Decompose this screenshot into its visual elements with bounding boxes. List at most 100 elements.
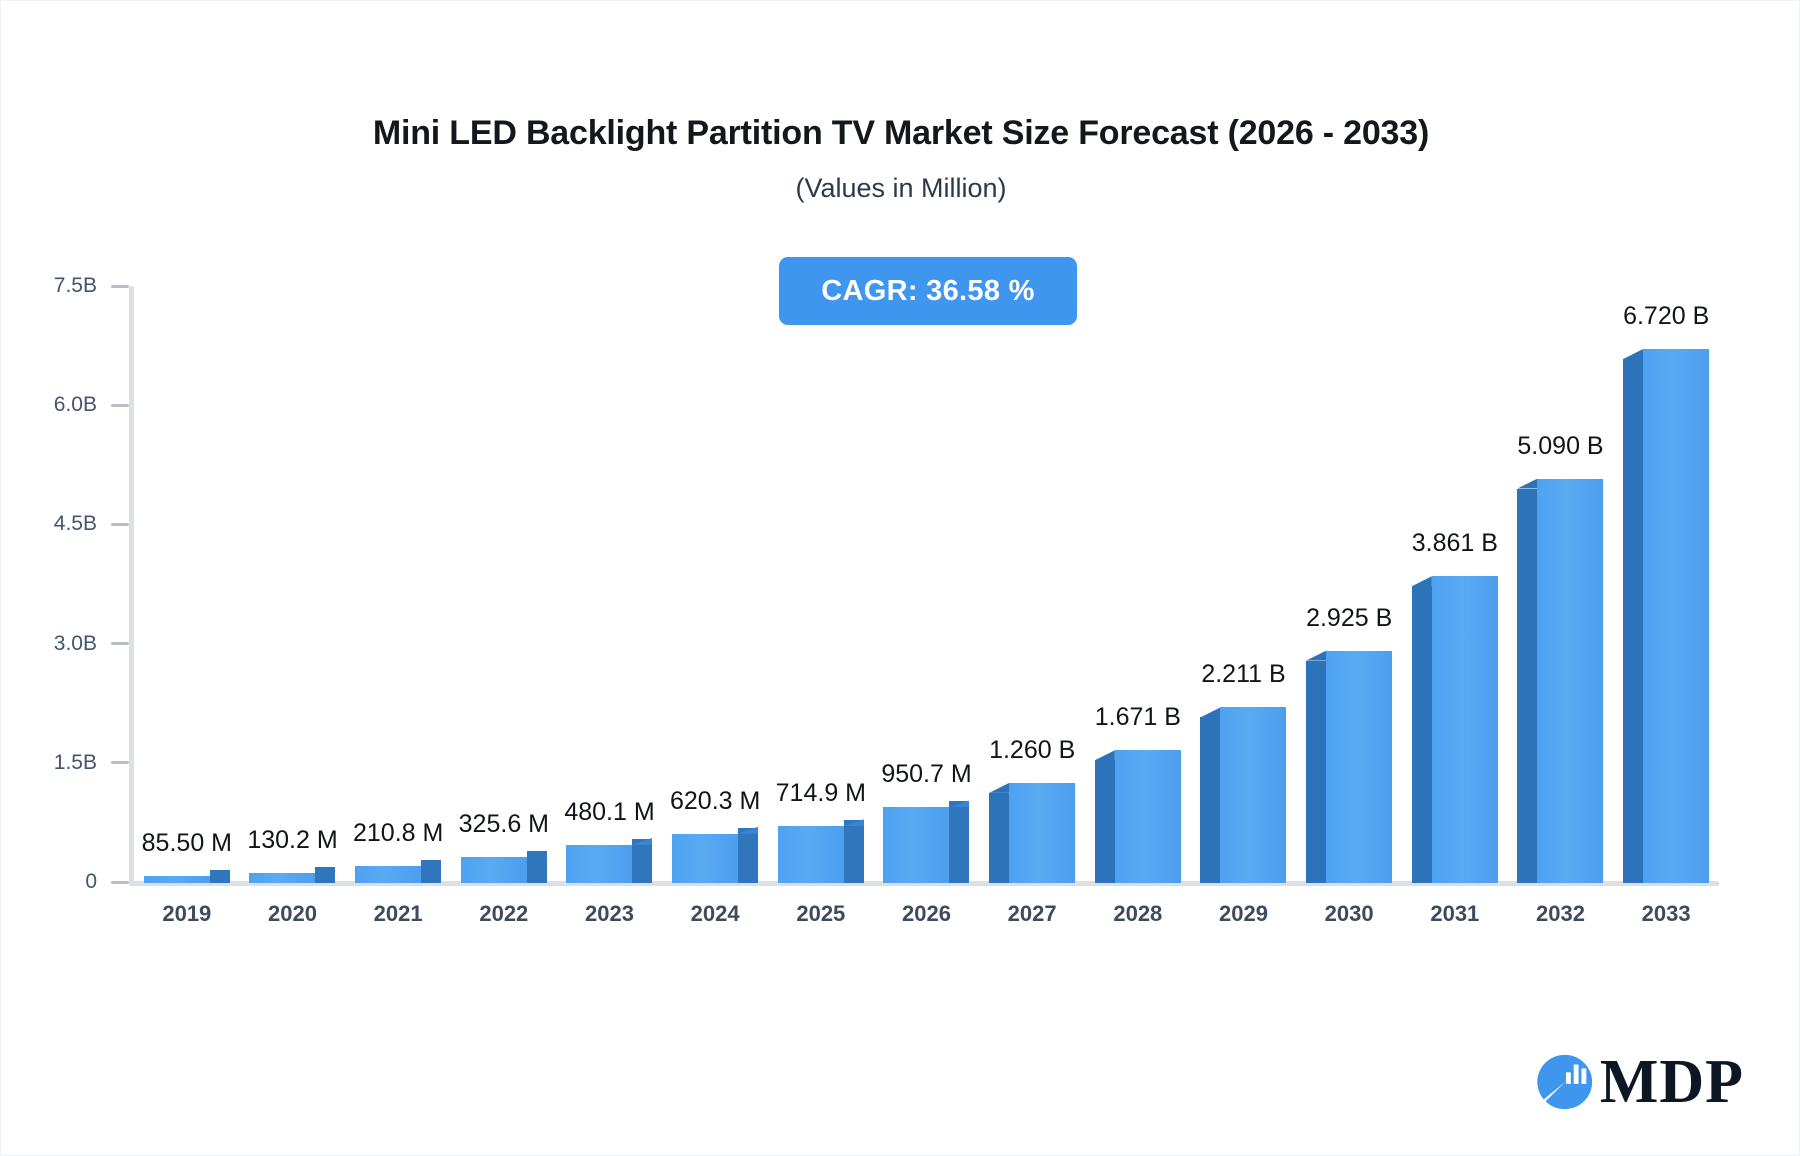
y-axis-tick: 3.0B [54,632,129,656]
bar-body [557,837,663,883]
bar-left-depth-face [1411,586,1432,883]
bar-front-face [672,833,739,883]
bar-value-label: 714.9 M [775,779,866,808]
bar-top-face [632,837,653,845]
bar-front-face [1220,707,1287,883]
bar-column[interactable] [134,281,240,883]
y-axis-tick-label: 0 [85,870,97,893]
y-axis-tick-mark [111,642,129,646]
y-axis-tick-mark [111,522,129,526]
bar-column[interactable] [1296,281,1402,883]
bar-right-depth-face [632,838,653,883]
bar-left-depth-face [1623,358,1644,883]
bar-column[interactable] [240,281,346,883]
bar-top-face [738,826,759,834]
y-axis-line [129,286,134,886]
bar-value-label: 3.861 B [1411,529,1498,558]
bar-front-face [143,876,210,883]
bar-left-depth-face [1094,760,1115,883]
x-axis-label: 2026 [902,901,951,926]
bar-value-label: 85.50 M [141,829,232,858]
bar-body [662,826,768,883]
bar-column[interactable] [1613,281,1719,883]
bar-column[interactable] [451,281,557,883]
bar-front-face [1326,650,1393,883]
x-axis-label: 2029 [1219,901,1268,926]
bar-column[interactable] [768,281,874,883]
bar-column[interactable] [874,281,980,883]
bar-series [134,281,1719,883]
bar-top-face [1306,650,1327,661]
bar-column[interactable] [1508,281,1614,883]
bar-value-label: 6.720 B [1623,301,1710,330]
chart-title: Mini LED Backlight Partition TV Market S… [372,114,1430,152]
cagr-badge-label: CAGR: 36.58 % [821,274,1035,307]
x-axis-label: 2024 [690,901,740,926]
bar-column[interactable] [1085,281,1191,883]
cagr-badge: CAGR: 36.58 % [779,257,1077,325]
bar-right-depth-face [421,860,442,883]
bar-body [345,860,451,883]
y-axis-tick: 1.5B [54,751,129,775]
bar-column[interactable] [557,281,663,883]
bar-front-face [355,866,422,883]
y-axis-tick-mark [111,761,129,765]
x-axis-label: 2027 [1007,901,1057,926]
bar-body [1191,707,1297,883]
bar-front-face [1009,782,1076,883]
bar-top-face [989,782,1010,793]
bar-column[interactable] [979,281,1085,883]
bar-column[interactable] [662,281,768,883]
y-axis-tick: 4.5B [54,512,129,536]
bar-front-face [777,826,844,883]
y-axis-tick-mark [111,284,129,288]
bar-value-label: 130.2 M [247,825,338,854]
x-axis-label: 2023 [585,901,634,926]
bar-top-face [1200,707,1221,718]
bar-left-depth-face [1200,717,1221,883]
bar-value-label: 620.3 M [669,786,761,815]
bar-right-depth-face [738,827,759,883]
bar-front-face [1114,750,1181,883]
bar-front-face [1431,576,1498,883]
x-axis-label: 2031 [1430,901,1480,926]
bar-value-label: 210.8 M [352,819,444,848]
bar-right-depth-face [526,851,547,883]
bar-right-depth-face [949,801,970,883]
y-axis-tick: 6.0B [54,393,129,417]
bar-left-depth-face [989,792,1010,883]
bar-body [1296,650,1402,883]
bar-right-depth-face [843,820,864,883]
bar-top-face [1517,478,1538,489]
bar-top-face [1411,576,1432,587]
y-axis-tick: 0 [85,870,129,894]
bar-value-label: 325.6 M [458,810,549,839]
bar-column[interactable] [345,281,451,883]
bar-top-face [1094,750,1115,761]
y-axis-ticks: 7.5B 6.0B 4.5B 3.0B 1.5B 0 [1,1,129,1156]
bar-value-label: 2.211 B [1201,660,1286,689]
y-axis-tick-label: 4.5B [53,512,97,536]
bar-value-label: 2.925 B [1306,603,1393,632]
bar-body [1613,348,1719,883]
bar-front-face [1643,348,1710,883]
bar-top-face [949,800,970,808]
bar-value-label: 5.090 B [1517,431,1604,460]
bar-body [1402,576,1508,883]
bar-column[interactable] [1402,281,1508,883]
x-axis-label: 2019 [162,901,212,926]
x-axis-label: 2033 [1641,901,1691,926]
bar-right-depth-face [315,866,336,883]
bar-body [451,851,557,883]
chart-subtitle: (Values in Million) [795,173,1007,203]
bar-column[interactable] [1191,281,1297,883]
bar-value-label: 950.7 M [881,760,972,789]
bar-front-face [1537,478,1604,883]
bar-value-label: 1.671 B [1094,703,1181,732]
y-axis-tick: 7.5B [54,274,129,298]
bar-top-face [1623,348,1644,359]
bar-body [874,800,980,883]
x-axis-label: 2032 [1536,901,1585,926]
bar-body [979,782,1085,883]
bar-body [240,866,346,883]
